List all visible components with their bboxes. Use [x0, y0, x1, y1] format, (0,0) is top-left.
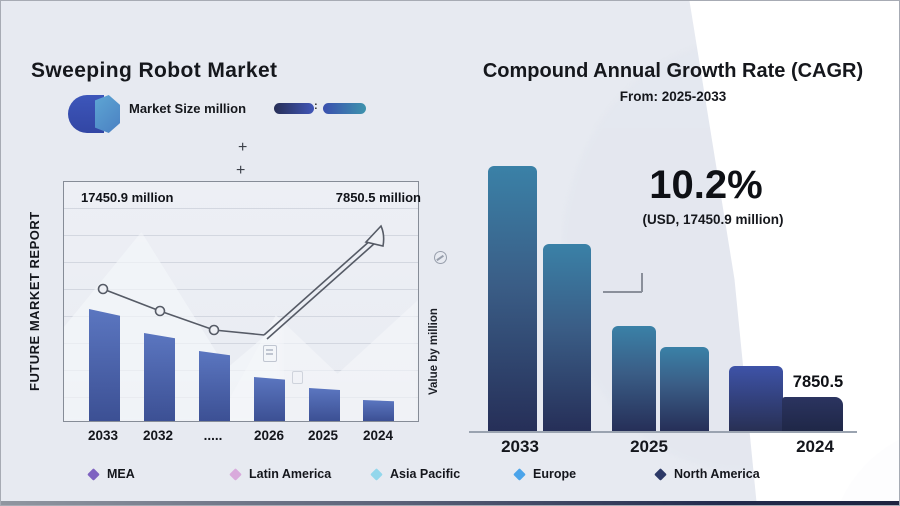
left-x-label-2025: 2025 — [307, 428, 339, 443]
right-x-label-2024: 2024 — [796, 437, 834, 456]
bar-dots — [199, 351, 230, 421]
document-watermark-icon — [263, 345, 277, 362]
plus-decoration-2: + — [236, 162, 246, 179]
right-x-label-2033: 2033 — [501, 437, 539, 456]
bar-2025 — [309, 388, 340, 421]
gradient-pill-dark — [274, 103, 314, 114]
diamond-icon — [370, 467, 383, 481]
cagr-title: Compound Annual Growth Rate (CAGR) — [482, 60, 864, 82]
left-x-label-2026: 2026 — [253, 428, 285, 443]
bar-2024 — [363, 400, 394, 421]
gradient-pill-teal — [323, 103, 366, 114]
cylinder-icon-cap — [95, 95, 120, 133]
cagr-subtitle: From: 2025-2033 — [619, 89, 727, 104]
legend-label: Latin America — [249, 467, 332, 481]
diamond-icon — [513, 467, 526, 481]
diamond-icon — [654, 467, 667, 481]
bar-2033 — [89, 309, 120, 421]
legend-label: MEA — [107, 467, 135, 481]
right-bar-2025-b — [660, 347, 709, 431]
bar-2026 — [254, 377, 285, 421]
legend-item-mea: MEA — [87, 467, 135, 481]
legend-item-latin-america: Latin America — [229, 467, 332, 481]
annotation-7850: 7850.5 — [792, 373, 844, 391]
pill-colon: : — [314, 100, 318, 112]
left-x-label-2032: 2032 — [142, 428, 174, 443]
left-x-label-dots: ..... — [203, 428, 223, 443]
left-chart-y-axis-label: FUTURE MARKET REPORT — [27, 211, 42, 392]
right-x-label-2025: 2025 — [630, 437, 668, 456]
left-x-label-2033: 2033 — [87, 428, 119, 443]
legend-item-asia-pacific: Asia Pacific — [370, 467, 461, 481]
step-bracket-vertical — [641, 273, 643, 292]
legend-item-north-america: North America — [654, 467, 760, 481]
left-x-label-2024: 2024 — [362, 428, 394, 443]
cagr-detail: (USD, 17450.9 million) — [642, 212, 784, 227]
cagr-value: 10.2% — [649, 163, 763, 207]
legend-label: Europe — [533, 467, 577, 481]
right-chart-x-axis — [469, 431, 857, 433]
legend-item-europe: Europe — [513, 467, 577, 481]
annotation-17450-million: 17450.9 million — [81, 190, 174, 205]
left-chart-title: Sweeping Robot Market — [31, 59, 278, 82]
right-bar-2025-a — [612, 326, 656, 431]
diamond-icon — [87, 467, 100, 481]
bottom-border-strip — [1, 501, 899, 505]
right-bar-2024-a — [729, 366, 783, 431]
right-bar-2024-b — [782, 397, 843, 431]
circle-slash-icon — [434, 251, 447, 264]
plus-decoration-1: + — [238, 139, 248, 156]
right-bar-2033-b — [543, 244, 591, 431]
right-chart-y-axis-label: Value by million — [428, 308, 440, 395]
diamond-icon — [229, 467, 242, 481]
document-watermark-icon-2 — [292, 371, 303, 384]
cylinder-icon — [68, 95, 120, 133]
market-size-legend-label: Market Size million — [129, 101, 247, 116]
bar-2032 — [144, 333, 175, 421]
step-bracket-horizontal — [603, 291, 642, 293]
left-chart-panel — [63, 181, 419, 422]
right-bar-2033-a — [488, 166, 537, 431]
legend-label: Asia Pacific — [390, 467, 461, 481]
trend-line-and-arrow — [97, 224, 385, 340]
annotation-7850-million: 7850.5 million — [335, 190, 421, 205]
legend-label: North America — [674, 467, 760, 481]
